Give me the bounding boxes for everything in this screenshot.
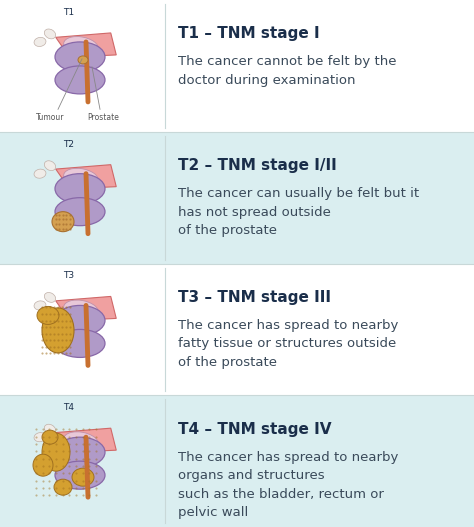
Ellipse shape bbox=[55, 42, 105, 72]
FancyBboxPatch shape bbox=[0, 132, 474, 264]
Text: The cancer has spread to nearby
fatty tissue or structures outside
of the prosta: The cancer has spread to nearby fatty ti… bbox=[178, 319, 398, 369]
Text: T3: T3 bbox=[63, 271, 74, 280]
Ellipse shape bbox=[34, 301, 46, 310]
Polygon shape bbox=[56, 164, 116, 189]
Text: The cancer cannot be felt by the
doctor during examination: The cancer cannot be felt by the doctor … bbox=[178, 55, 396, 87]
Text: T4 – TNM stage IV: T4 – TNM stage IV bbox=[178, 422, 331, 436]
Ellipse shape bbox=[55, 174, 105, 203]
Ellipse shape bbox=[55, 461, 105, 489]
Ellipse shape bbox=[55, 198, 105, 226]
Ellipse shape bbox=[45, 161, 55, 171]
Ellipse shape bbox=[64, 168, 98, 187]
Ellipse shape bbox=[45, 292, 55, 302]
Ellipse shape bbox=[78, 56, 88, 64]
Ellipse shape bbox=[55, 306, 105, 335]
Ellipse shape bbox=[45, 424, 55, 434]
Text: The cancer can usually be felt but it
has not spread outside
of the prostate: The cancer can usually be felt but it ha… bbox=[178, 187, 419, 237]
Text: T1 – TNM stage I: T1 – TNM stage I bbox=[178, 26, 319, 41]
Ellipse shape bbox=[42, 433, 70, 471]
Polygon shape bbox=[56, 296, 116, 320]
Ellipse shape bbox=[33, 454, 53, 476]
Text: T1: T1 bbox=[63, 8, 74, 17]
FancyBboxPatch shape bbox=[0, 264, 474, 395]
Ellipse shape bbox=[55, 329, 105, 357]
Ellipse shape bbox=[54, 479, 72, 495]
Ellipse shape bbox=[55, 66, 105, 94]
Ellipse shape bbox=[34, 169, 46, 178]
Ellipse shape bbox=[52, 212, 74, 232]
Text: T3 – TNM stage III: T3 – TNM stage III bbox=[178, 290, 331, 305]
Text: The cancer has spread to nearby
organs and structures
such as the bladder, rectu: The cancer has spread to nearby organs a… bbox=[178, 451, 398, 519]
Text: Tumour: Tumour bbox=[36, 113, 64, 122]
Ellipse shape bbox=[64, 300, 98, 319]
FancyBboxPatch shape bbox=[0, 395, 474, 527]
Text: T2: T2 bbox=[63, 140, 74, 149]
Ellipse shape bbox=[37, 306, 59, 325]
Polygon shape bbox=[56, 428, 116, 452]
Ellipse shape bbox=[34, 37, 46, 46]
Ellipse shape bbox=[55, 437, 105, 467]
Text: T4: T4 bbox=[63, 403, 74, 412]
Polygon shape bbox=[56, 33, 116, 57]
Ellipse shape bbox=[42, 308, 74, 353]
Ellipse shape bbox=[42, 430, 58, 444]
Ellipse shape bbox=[64, 432, 98, 451]
FancyBboxPatch shape bbox=[0, 0, 474, 132]
Ellipse shape bbox=[64, 36, 98, 55]
Ellipse shape bbox=[45, 29, 55, 39]
Ellipse shape bbox=[72, 468, 94, 486]
Text: Prostate: Prostate bbox=[87, 113, 119, 122]
Ellipse shape bbox=[34, 433, 46, 442]
Text: T2 – TNM stage I/II: T2 – TNM stage I/II bbox=[178, 158, 337, 173]
